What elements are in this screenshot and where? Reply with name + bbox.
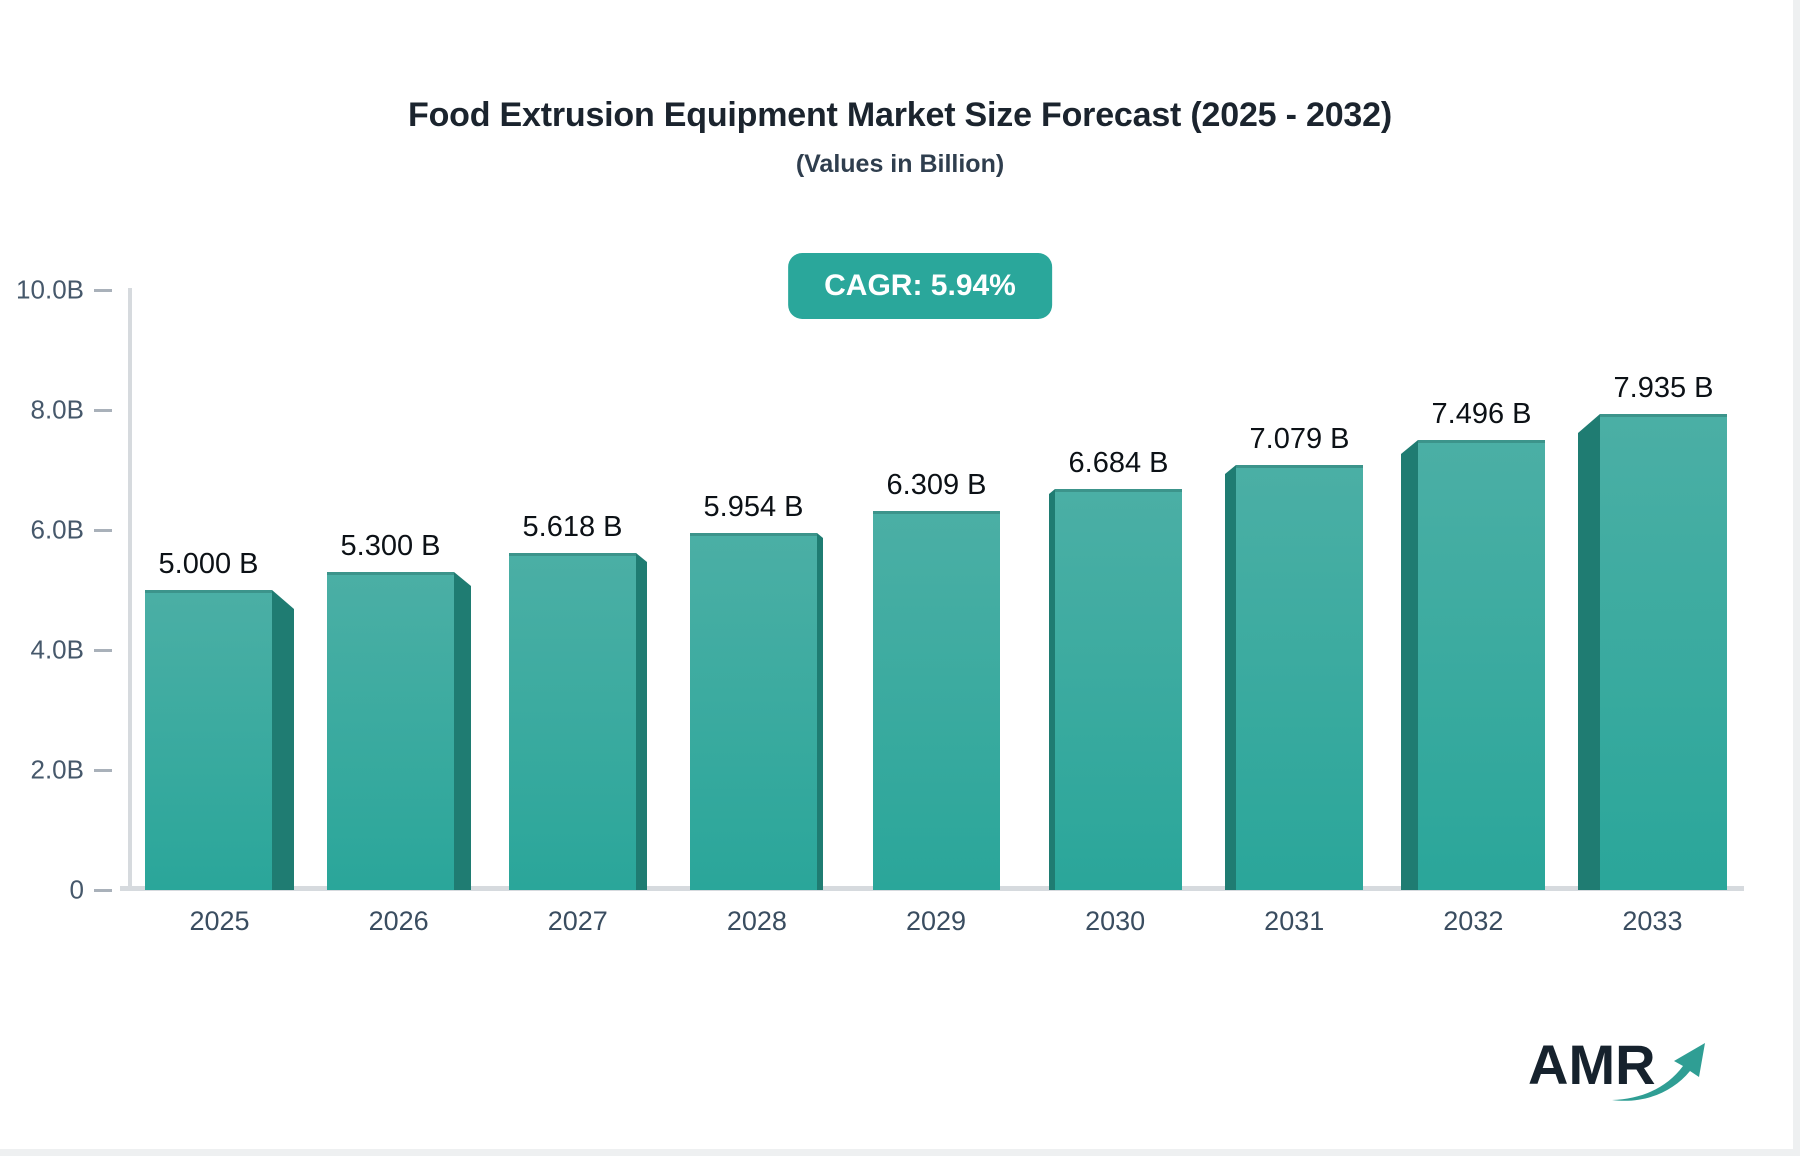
y-axis-line bbox=[128, 288, 132, 890]
bar-value-label-2030: 6.684 B bbox=[1068, 447, 1169, 479]
y-tick-dash bbox=[94, 769, 112, 772]
bar-value-label-2033: 7.935 B bbox=[1613, 372, 1714, 404]
bar-side-face bbox=[1225, 465, 1236, 890]
growth-arrow-icon bbox=[1612, 1043, 1705, 1101]
y-tick-dash bbox=[94, 409, 112, 412]
page-edge-right bbox=[1793, 0, 1800, 1156]
bar-side-face bbox=[1049, 489, 1055, 890]
x-tick-label-2029: 2029 bbox=[905, 906, 967, 936]
x-tick-label-2031: 2031 bbox=[1264, 906, 1325, 936]
bar-side-face bbox=[272, 590, 294, 890]
y-tick-label: 8.0B bbox=[30, 394, 85, 425]
y-tick-label: 2.0B bbox=[30, 754, 85, 785]
bar-side-face bbox=[817, 533, 823, 890]
bar-front-face bbox=[1236, 465, 1363, 890]
bar-side-face bbox=[636, 553, 647, 890]
x-tick-label-2030: 2030 bbox=[1085, 906, 1146, 936]
y-tick-label: 0 bbox=[69, 874, 84, 905]
bar-front-face bbox=[1600, 414, 1727, 890]
bar-front-face bbox=[509, 553, 636, 890]
x-tick-label-2033: 2033 bbox=[1622, 906, 1683, 936]
bar-front-face bbox=[1055, 489, 1182, 890]
x-tick-label-2028: 2028 bbox=[726, 906, 787, 936]
amr-logo-text: AMR bbox=[1528, 1033, 1656, 1096]
x-tick-label-2027: 2027 bbox=[547, 906, 608, 936]
bar-value-label-2032: 7.496 B bbox=[1431, 398, 1532, 430]
y-tick-dash bbox=[94, 889, 112, 892]
bar-value-label-2029: 6.309 B bbox=[886, 469, 987, 501]
y-tick-dash bbox=[94, 649, 112, 652]
bar-value-label-2028: 5.954 B bbox=[703, 491, 804, 523]
y-tick-label: 6.0B bbox=[30, 514, 85, 545]
chart-title: Food Extrusion Equipment Market Size For… bbox=[408, 96, 1392, 134]
bar-front-face bbox=[145, 590, 272, 890]
y-tick-dash bbox=[94, 289, 112, 292]
chart-subtitle: (Values in Billion) bbox=[795, 150, 1005, 178]
x-tick-label-2026: 2026 bbox=[368, 906, 429, 936]
bar-front-face bbox=[873, 511, 1000, 890]
cagr-badge: CAGR: 5.94% bbox=[788, 253, 1052, 319]
bar-value-label-2027: 5.618 B bbox=[522, 511, 623, 543]
bar-side-face bbox=[1401, 440, 1418, 890]
bar-value-label-2026: 5.300 B bbox=[340, 530, 441, 562]
bar-front-face bbox=[327, 572, 454, 890]
bar-front-face bbox=[690, 533, 817, 890]
x-tick-label-2032: 2032 bbox=[1443, 906, 1504, 936]
bar-side-face bbox=[1578, 414, 1600, 890]
y-tick-label: 4.0B bbox=[30, 634, 85, 665]
y-tick-dash bbox=[94, 529, 112, 532]
bar-value-label-2025: 5.000 B bbox=[158, 548, 259, 580]
amr-logo: AMR bbox=[1528, 1032, 1728, 1112]
bar-side-face bbox=[454, 572, 471, 890]
page-edge-bottom bbox=[0, 1149, 1800, 1156]
bar-front-face bbox=[1418, 440, 1545, 890]
x-tick-label-2025: 2025 bbox=[189, 906, 250, 936]
y-tick-label: 10.0B bbox=[16, 274, 84, 305]
bar-value-label-2031: 7.079 B bbox=[1249, 423, 1350, 455]
